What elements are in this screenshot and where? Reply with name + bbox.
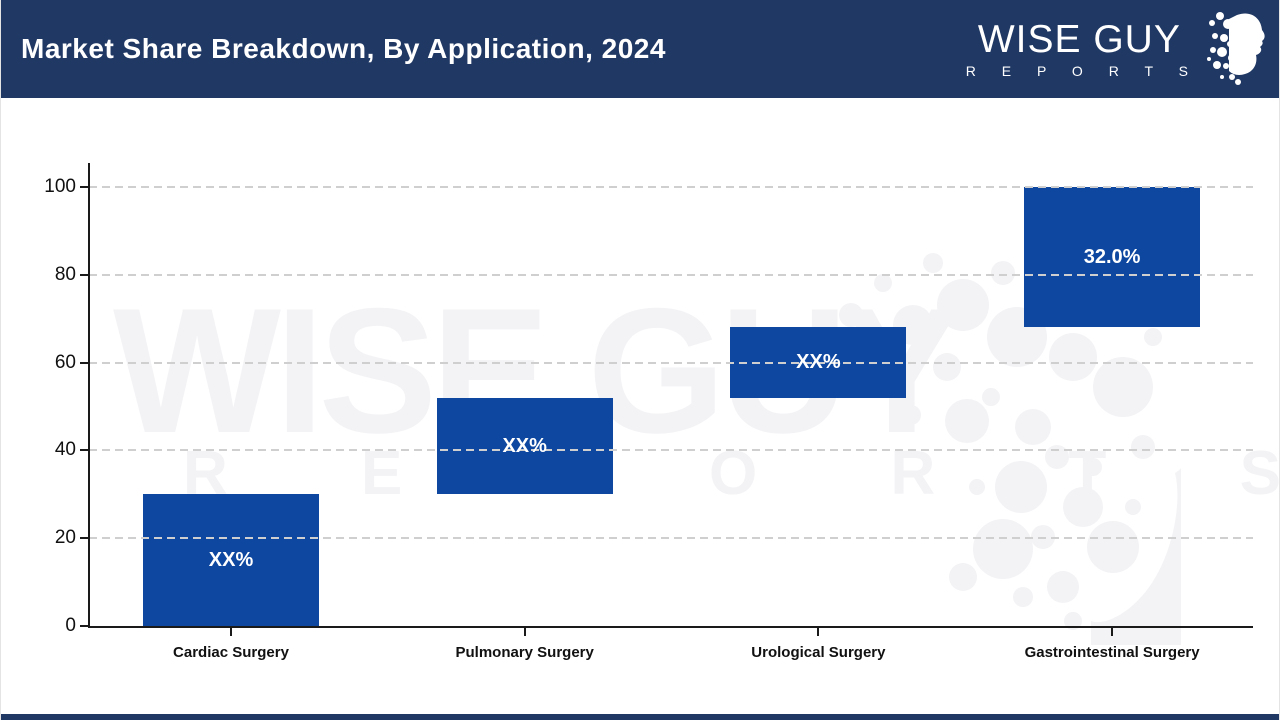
bar-gastrointestinal-surgery <box>1024 187 1201 328</box>
y-tick-20 <box>80 537 89 540</box>
bar-value-label: XX% <box>502 434 547 457</box>
gridline-40 <box>89 449 1253 452</box>
x-tick-3 <box>817 628 820 636</box>
x-category-label: Gastrointestinal Surgery <box>1024 644 1200 661</box>
gridline-60 <box>89 361 1253 364</box>
logo-head-profile-icon <box>1205 7 1267 92</box>
x-tick-2 <box>523 628 526 636</box>
x-category-label: Cardiac Surgery <box>173 644 289 661</box>
x-category-label: Pulmonary Surgery <box>455 644 594 661</box>
bar-cardiac-surgery <box>143 494 319 626</box>
gridline-100 <box>89 186 1253 188</box>
y-tick-label-60: 60 <box>54 351 76 373</box>
bar-value-label: XX% <box>796 351 841 374</box>
x-tick-1 <box>230 628 232 636</box>
gridline-20 <box>89 537 1253 540</box>
footer-bar <box>1 714 1279 720</box>
x-category-label: Urological Surgery <box>751 644 886 661</box>
y-tick-80 <box>80 273 89 276</box>
logo-wise-guy-text: WISE GUY <box>977 17 1181 61</box>
x-tick-4 <box>1111 628 1114 636</box>
y-tick-label-0: 0 <box>65 615 76 636</box>
y-tick-0 <box>80 625 89 627</box>
y-tick-60 <box>80 361 89 364</box>
page-title: Market Share Breakdown, By Application, … <box>21 33 666 64</box>
y-tick-label-80: 80 <box>54 263 76 285</box>
y-tick-40 <box>80 449 89 452</box>
y-axis-line <box>88 163 90 628</box>
logo-wordmark: WISE GUY R E P O R T S <box>960 20 1199 79</box>
y-tick-label-100: 100 <box>44 176 76 197</box>
y-tick-100 <box>80 186 89 188</box>
header-band: Market Share Breakdown, By Application, … <box>1 0 1279 98</box>
y-tick-label-40: 40 <box>54 439 76 461</box>
y-tick-label-20: 20 <box>54 527 76 549</box>
wise-guy-reports-logo: WISE GUY R E P O R T S <box>960 7 1279 92</box>
gridline-80 <box>89 273 1253 276</box>
bar-value-label: XX% <box>208 548 254 571</box>
bar-pulmonary-surgery <box>436 397 613 495</box>
x-axis-line <box>88 626 1253 628</box>
logo-reports-text: R E P O R T S <box>965 62 1199 79</box>
bar-value-label: 32.0% <box>1083 245 1141 268</box>
chart-plot-area: XX% XX% XX% 32.0% 0 20 40 60 80 100 Cardiac Surger… <box>1 98 1279 714</box>
